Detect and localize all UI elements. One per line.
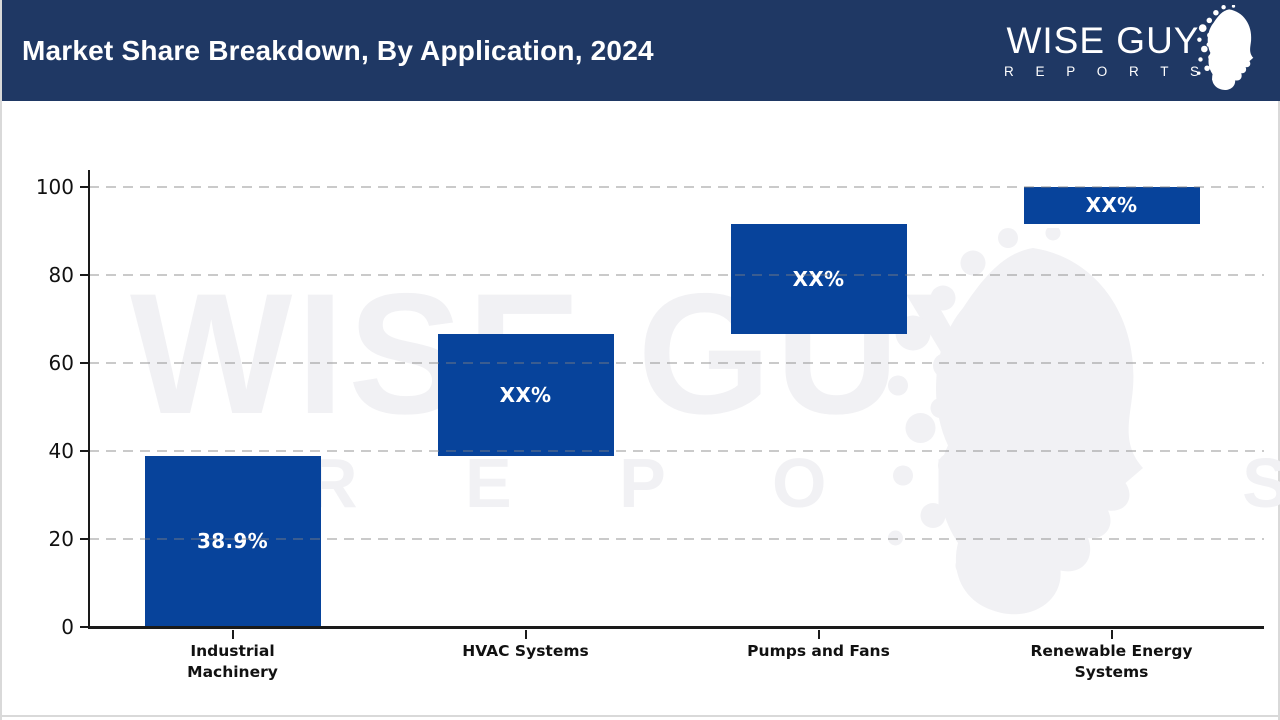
gridline-100 xyxy=(89,186,1264,188)
y-axis-tick-label: 20 xyxy=(48,527,74,551)
bar-2: XX% xyxy=(437,333,614,456)
category-label-line: Renewable Energy xyxy=(1030,642,1193,660)
y-axis-tick xyxy=(80,186,89,188)
header-band: Market Share Breakdown, By Application, … xyxy=(2,0,1280,101)
x-axis-spine xyxy=(88,626,1264,629)
category-label: HVAC Systems xyxy=(406,641,646,662)
wiseguy-logo-sub: R E P O R T S xyxy=(1003,64,1208,80)
y-axis-tick-label: 80 xyxy=(48,263,74,287)
chart-title: Market Share Breakdown, By Application, … xyxy=(22,34,654,66)
bar-3: XX% xyxy=(730,223,907,334)
x-axis-tick xyxy=(817,630,820,639)
gridline-60 xyxy=(89,362,1264,364)
plot-area: 0 20 40 60 80 100 38.9% XX% XX% XX% Industrial Mach… xyxy=(2,101,1280,720)
x-axis-tick xyxy=(524,630,527,639)
y-axis-tick xyxy=(80,626,89,628)
y-axis-spine xyxy=(88,170,90,629)
wiseguy-logo-text: WISE GUY R E P O R T S xyxy=(998,22,1208,79)
bar-value-label: XX% xyxy=(1085,193,1138,218)
wiseguy-logo: WISE GUY R E P O R T S xyxy=(998,3,1262,97)
y-axis-tick xyxy=(80,274,89,276)
category-label-line: Pumps and Fans xyxy=(747,642,890,660)
y-axis-tick-label: 100 xyxy=(35,175,74,199)
bar-value-label: XX% xyxy=(499,382,552,407)
gridline-20 xyxy=(89,538,1264,540)
bar-1: 38.9% xyxy=(144,455,321,627)
category-label-line: Industrial xyxy=(190,642,275,660)
gridline-80 xyxy=(89,274,1264,276)
y-axis-tick xyxy=(80,362,89,364)
x-axis-tick xyxy=(231,630,234,639)
y-axis-tick-label: 0 xyxy=(61,615,74,639)
gridline-40 xyxy=(89,450,1264,452)
category-label-line: HVAC Systems xyxy=(462,642,589,660)
category-label: Pumps and Fans xyxy=(699,641,939,662)
category-label-line: Machinery xyxy=(187,662,278,681)
page-bottom-border xyxy=(2,715,1278,717)
category-label-line: Systems xyxy=(1074,662,1149,681)
wiseguy-logo-name: WISE GUY xyxy=(1006,20,1200,62)
category-label: Renewable Energy Systems xyxy=(992,641,1232,683)
y-axis-tick xyxy=(80,538,89,540)
wiseguy-face-icon xyxy=(1194,3,1262,97)
y-axis-tick-label: 40 xyxy=(48,439,74,463)
y-axis-tick-label: 60 xyxy=(48,351,74,375)
x-axis-tick xyxy=(1110,630,1113,639)
watermark-face-icon xyxy=(878,225,1178,632)
bar-value-label: 38.9% xyxy=(197,529,268,554)
bar-value-label: XX% xyxy=(792,266,845,291)
y-axis-tick xyxy=(80,450,89,452)
category-label: Industrial Machinery xyxy=(113,641,353,683)
bar-4: XX% xyxy=(1023,187,1200,224)
